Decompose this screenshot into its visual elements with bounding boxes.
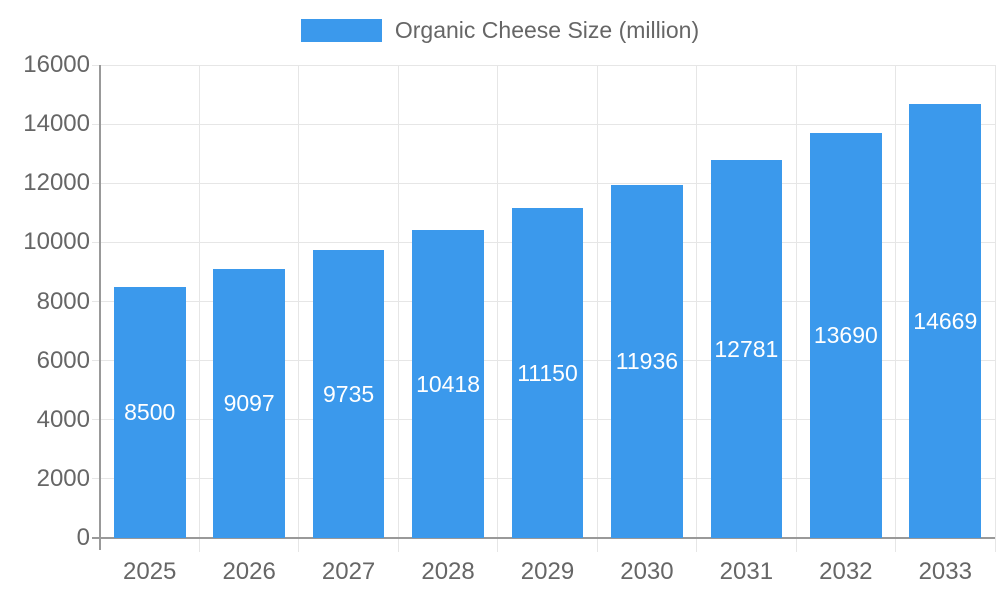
x-axis-tick-label: 2029 xyxy=(520,558,575,585)
bar-2025[interactable]: 8500 xyxy=(113,286,186,538)
x-axis-tick-label: 2032 xyxy=(819,558,873,585)
x-axis-tick-label: 2030 xyxy=(620,558,674,585)
y-axis-tick-label: 6000 xyxy=(36,346,90,374)
y-axis-line xyxy=(99,65,101,550)
y-axis-tick-label: 0 xyxy=(76,524,90,551)
bar-2029[interactable]: 11150 xyxy=(511,208,584,538)
bar-2030-text: 11936 xyxy=(615,348,679,375)
y-axis-tick-label: 2000 xyxy=(36,464,90,492)
legend[interactable]: Organic Cheese Size (million) xyxy=(0,17,1000,44)
v-gridline-6 xyxy=(696,65,698,552)
bar-2033[interactable]: 14669 xyxy=(909,104,982,538)
bar-2031[interactable]: 12781 xyxy=(710,160,783,538)
x-axis-tick-label: 2033 xyxy=(918,558,972,585)
bar-2032[interactable]: 13690 xyxy=(810,133,882,538)
bar-2033-text: 14669 xyxy=(913,307,978,334)
v-gridline-9 xyxy=(994,65,996,552)
x-axis-tick-label: 2025 xyxy=(123,558,177,585)
bar-2026-text: 9097 xyxy=(223,390,275,417)
v-gridline-2 xyxy=(298,65,300,552)
legend-swatch[interactable] xyxy=(300,19,382,42)
bar-2027-text: 9735 xyxy=(323,380,375,407)
bar-2030[interactable]: 11936 xyxy=(611,185,683,538)
v-gridline-8 xyxy=(895,65,897,552)
x-axis-line xyxy=(92,537,995,539)
h-gridline-14000 xyxy=(92,123,995,125)
y-axis-tick-label: 12000 xyxy=(23,169,90,197)
y-axis-tick-label: 4000 xyxy=(36,405,90,433)
v-gridline-4 xyxy=(497,65,499,552)
x-axis-tick-label: 2028 xyxy=(421,558,475,585)
y-axis-tick-label: 8000 xyxy=(36,287,90,315)
v-gridline-7 xyxy=(795,65,797,552)
legend-label: Organic Cheese Size (million) xyxy=(394,17,700,43)
y-axis-tick-label: 14000 xyxy=(23,110,90,138)
v-gridline-3 xyxy=(397,65,399,552)
v-gridline-1 xyxy=(198,65,200,552)
bar-2031-text: 12781 xyxy=(714,335,779,362)
bar-2027[interactable]: 9735 xyxy=(312,250,385,538)
y-axis-tick-label: 16000 xyxy=(23,51,90,78)
bar-2028[interactable]: 10418 xyxy=(412,230,484,538)
h-gridline-16000 xyxy=(92,64,995,66)
bar-2032-text: 13690 xyxy=(813,322,878,349)
v-gridline-5 xyxy=(596,65,598,552)
bar-2026[interactable]: 9097 xyxy=(213,269,285,538)
h-gridline-12000 xyxy=(92,182,995,184)
bar-2029-text: 11150 xyxy=(517,359,578,386)
x-axis-tick-label: 2031 xyxy=(719,558,774,585)
bar-2028-text: 10418 xyxy=(416,370,481,397)
x-axis-tick-label: 2026 xyxy=(222,558,276,585)
y-axis-tick-label: 10000 xyxy=(23,228,90,256)
bar-2025-text: 8500 xyxy=(124,398,176,425)
x-axis-tick-label: 2027 xyxy=(321,558,376,585)
